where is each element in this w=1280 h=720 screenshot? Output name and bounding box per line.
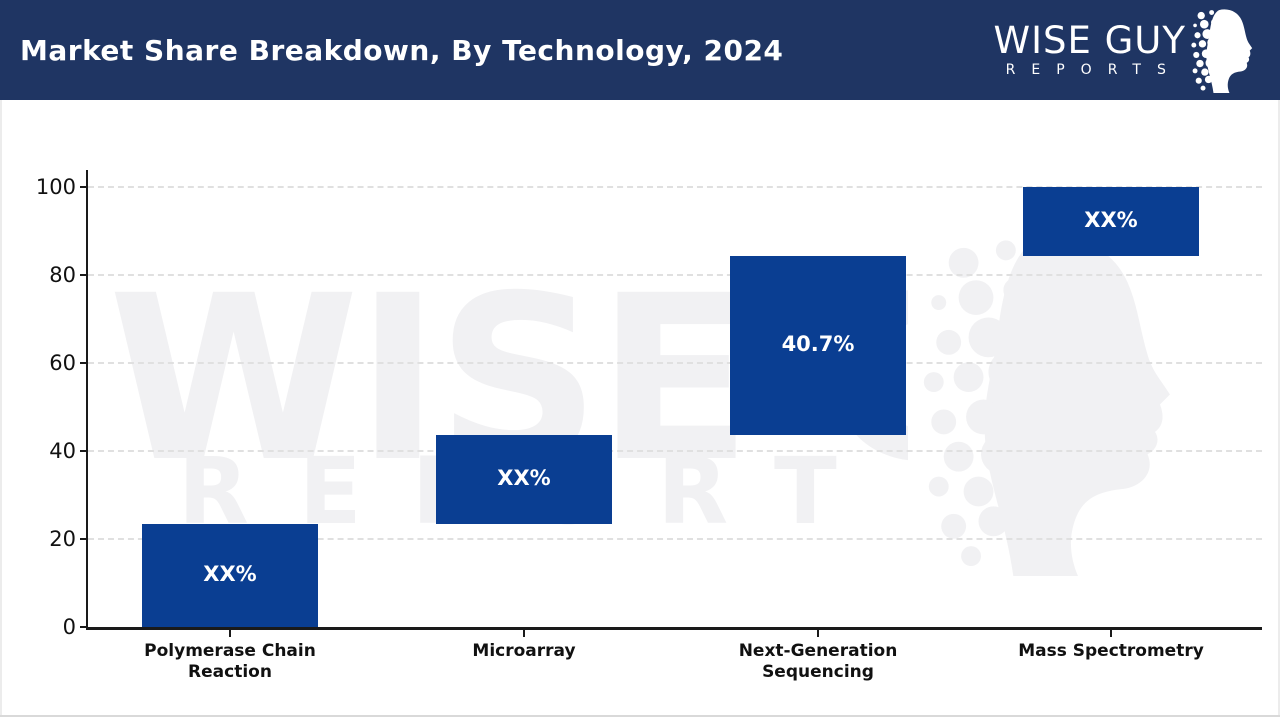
header-bar: Market Share Breakdown, By Technology, 2… [0, 0, 1280, 100]
y-gridline-60 [88, 362, 1262, 364]
logo-wordmark: WISE GUY [993, 19, 1186, 62]
y-tick-100 [80, 186, 87, 188]
x-category-label-3: Next-Generation Sequencing [688, 641, 948, 683]
bar-segment-1 [142, 524, 318, 627]
y-gridline-100 [88, 186, 1262, 188]
x-category-label-line: Reaction [188, 662, 272, 682]
logo-subtitle: REPORTS [1005, 62, 1182, 78]
y-tick-label-0: 0 [62, 615, 76, 639]
y-axis-line [86, 170, 88, 627]
bar-segment-2 [436, 435, 612, 525]
x-axis-line [86, 627, 1262, 630]
x-category-label-line: Polymerase Chain [144, 641, 316, 661]
bar-segment-3 [730, 256, 906, 436]
page-title: Market Share Breakdown, By Technology, 2… [20, 33, 784, 67]
left-hairline [0, 100, 2, 715]
y-gridline-40 [88, 450, 1262, 452]
x-category-label-line: Microarray [472, 641, 576, 661]
y-tick-60 [80, 362, 87, 364]
bar-value-label-1: XX% [203, 561, 257, 586]
bar-value-label-3: 40.7% [781, 331, 855, 356]
y-tick-label-60: 60 [49, 351, 76, 375]
logo-face-icon [1191, 9, 1253, 93]
bottom-hairline [0, 715, 1280, 717]
wiseguy-logo: WISE GUY REPORTS [994, 0, 1266, 100]
bar-value-label-2: XX% [497, 465, 551, 490]
y-tick-40 [80, 450, 87, 452]
x-category-label-4: Mass Spectrometry [981, 641, 1241, 662]
y-tick-label-20: 20 [49, 527, 76, 551]
x-category-label-2: Microarray [394, 641, 654, 662]
x-category-label-line: Next-Generation [738, 641, 898, 661]
x-category-label-line: Mass Spectrometry [1018, 641, 1204, 661]
x-tick-4 [1110, 630, 1112, 637]
x-category-label-line: Sequencing [762, 662, 874, 682]
y-gridline-20 [88, 538, 1262, 540]
y-tick-0 [80, 626, 87, 628]
y-tick-label-100: 100 [35, 175, 76, 199]
y-gridline-80 [88, 274, 1262, 276]
bar-value-label-4: XX% [1084, 207, 1138, 232]
x-category-label-1: Polymerase Chain Reaction [100, 641, 360, 683]
x-tick-1 [229, 630, 231, 637]
bar-segment-4 [1023, 187, 1199, 257]
right-hairline [1278, 100, 1280, 715]
watermark-face-icon [923, 237, 1170, 576]
y-tick-label-40: 40 [49, 439, 76, 463]
y-tick-80 [80, 274, 87, 276]
y-tick-label-80: 80 [49, 263, 76, 287]
y-tick-20 [80, 538, 87, 540]
x-tick-2 [523, 630, 525, 637]
x-tick-3 [817, 630, 819, 637]
